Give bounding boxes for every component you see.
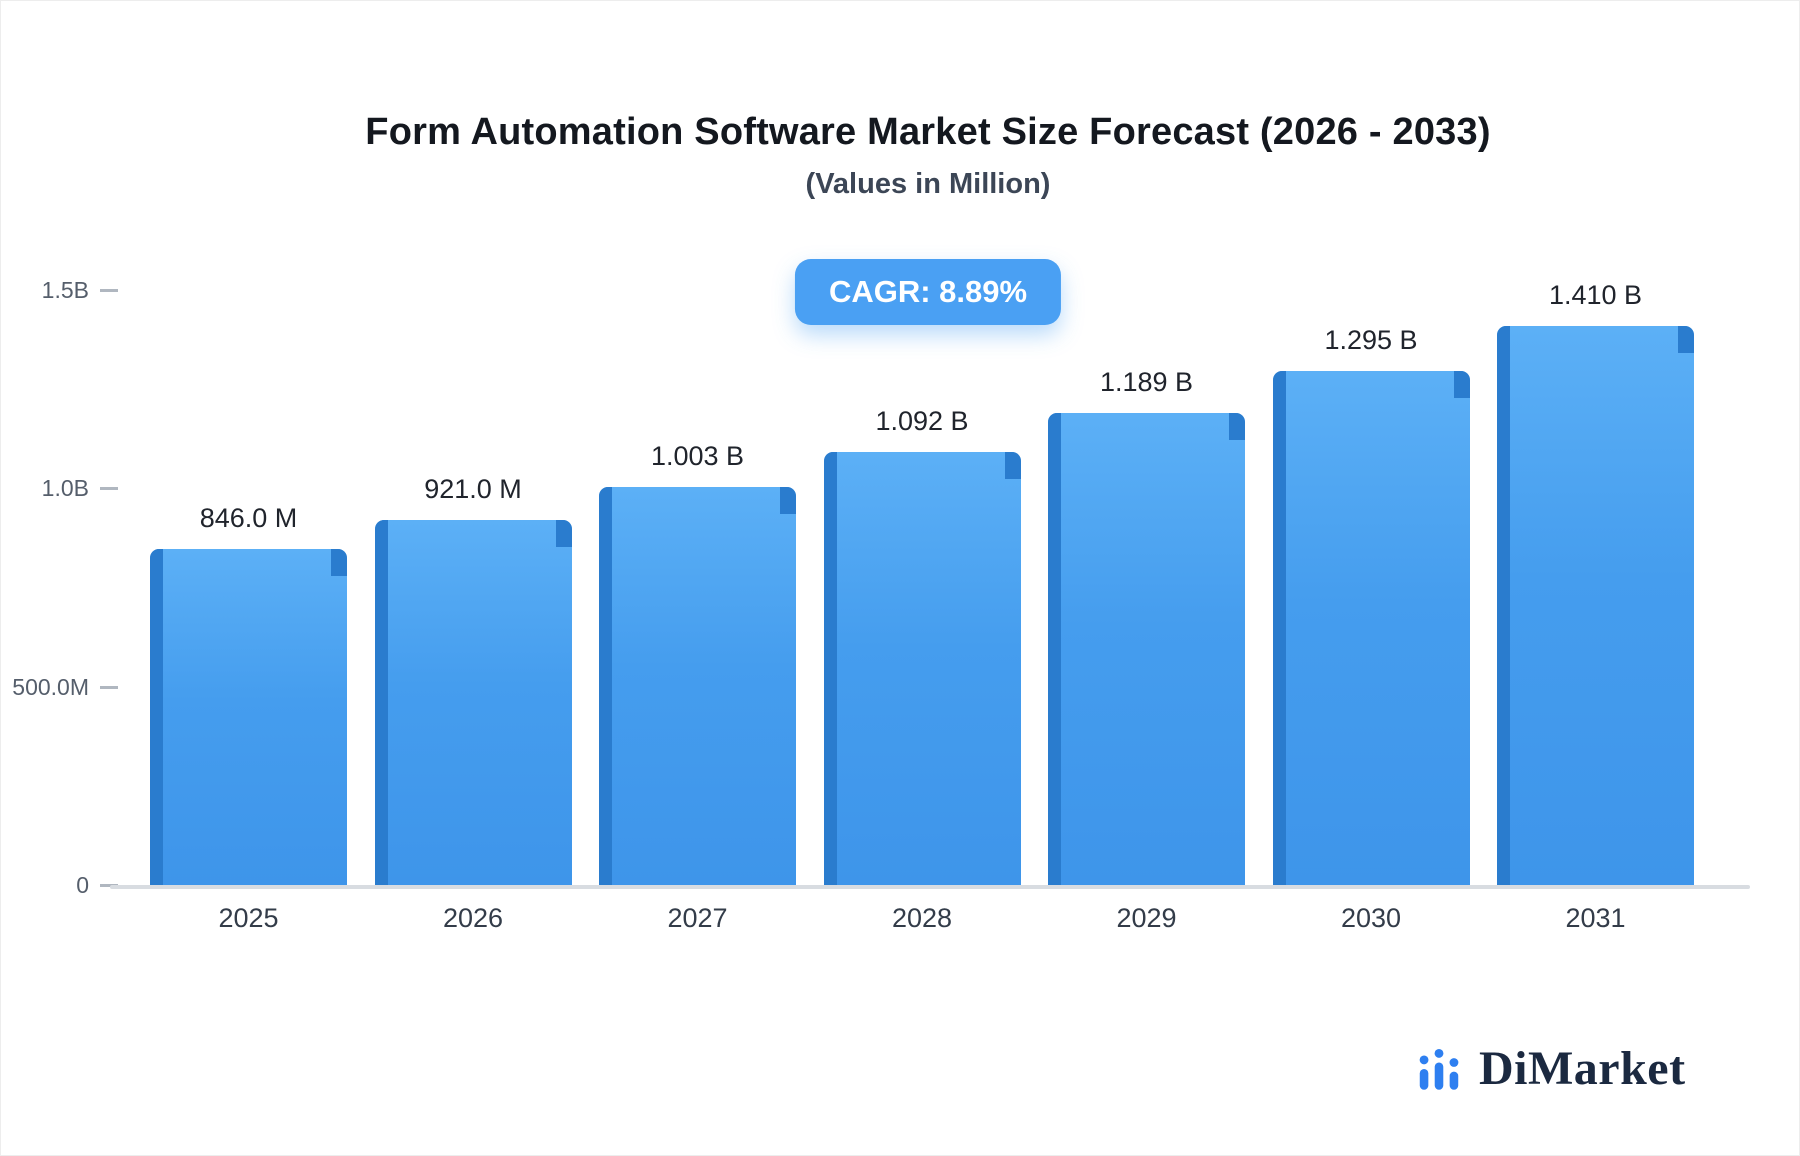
bar-2025: 846.0 M [150, 503, 347, 885]
bar-2030: 1.295 B [1272, 325, 1470, 885]
x-axis-label-2030: 2030 [1340, 903, 1402, 933]
bar-face [1497, 325, 1694, 885]
bar-2028: 1.092 B [823, 406, 1021, 885]
brand-name: DiMarket [1479, 1042, 1686, 1095]
y-axis-tick-mark [100, 685, 118, 689]
bar-left-edge [599, 487, 612, 885]
x-axis-line [110, 885, 1750, 889]
bar-slot: 1.410 B [1497, 280, 1694, 885]
bar-value-label: 1.003 B [650, 441, 745, 472]
bar-value-label: 1.189 B [1099, 367, 1194, 398]
y-axis-tick-label: 0 [76, 872, 89, 898]
bar-right-corner [1453, 371, 1470, 399]
bar-2027: 1.003 B [599, 441, 796, 885]
bar-left-edge [1272, 371, 1286, 885]
chart-header: Form Automation Software Market Size For… [110, 1, 1746, 325]
y-axis-tick-mark [100, 487, 118, 491]
bars-row: 846.0 M 921.0 M 1.003 B 1.092 B 1.189 B 1.295… [150, 280, 1694, 885]
bar-face [1272, 371, 1470, 885]
y-axis-tick-label: 1.0B [41, 475, 89, 502]
x-axis-labels: 2025 2026 2027 2028 2029 2030 2031 [150, 903, 1694, 934]
bar-right-corner [780, 487, 796, 515]
bar-left-edge [1048, 413, 1061, 885]
bar-value-label: 1.295 B [1324, 325, 1418, 356]
y-axis-tick-mark [100, 884, 118, 887]
bar-value-label: 921.0 M [424, 473, 522, 504]
x-axis-label-2027: 2027 [667, 903, 728, 933]
x-axis-label-2025: 2025 [218, 903, 279, 933]
bar-right-corner [331, 549, 347, 577]
bar-left-edge [823, 451, 837, 885]
bar-value-label: 1.410 B [1548, 279, 1643, 310]
bar-2029: 1.189 B [1048, 367, 1245, 885]
bar-face [823, 451, 1021, 885]
bar-right-corner [1004, 451, 1021, 479]
x-axis-label-2026: 2026 [442, 903, 504, 933]
bar-left-edge [1497, 325, 1510, 885]
bar-face [599, 487, 796, 885]
dimarket-logo-icon [1419, 1048, 1459, 1090]
bar-right-corner [1229, 413, 1245, 441]
plot-area: 846.0 M 921.0 M 1.003 B 1.092 B 1.189 B 1.295… [110, 280, 1746, 885]
bar-face [374, 519, 572, 885]
bar-slot: 1.295 B [1272, 290, 1470, 885]
x-axis-label-2031: 2031 [1565, 903, 1626, 933]
bar-2026: 921.0 M [374, 474, 572, 885]
bar-slot: 1.092 B [823, 290, 1021, 885]
bar-right-corner [1678, 325, 1694, 353]
x-axis-label-2028: 2028 [891, 903, 953, 933]
bar-face [150, 549, 347, 885]
bar-left-edge [374, 519, 388, 885]
bar-2031: 1.410 B [1497, 280, 1694, 885]
bar-slot: 1.003 B [599, 290, 796, 885]
bar-left-edge [150, 549, 163, 885]
bar-value-label: 846.0 M [199, 503, 298, 534]
chart-title: Form Automation Software Market Size For… [365, 111, 1491, 153]
y-axis-tick-mark [100, 289, 118, 292]
bar-value-label: 1.092 B [875, 405, 969, 436]
chart-subtitle: (Values in Million) [805, 168, 1051, 200]
cagr-badge: CAGR: 8.89% [794, 259, 1062, 325]
brand-logo: DiMarket [1413, 1041, 1686, 1096]
bar-slot: 921.0 M [374, 290, 572, 885]
bar-slot: 846.0 M [150, 290, 347, 885]
y-axis-tick-label: 1.5B [41, 277, 89, 303]
bar-right-corner [555, 519, 572, 547]
bar-face [1048, 413, 1245, 885]
bar-slot: 1.189 B [1048, 290, 1245, 885]
x-axis-label-2029: 2029 [1116, 903, 1177, 933]
y-axis-tick-label: 500.0M [12, 673, 89, 700]
